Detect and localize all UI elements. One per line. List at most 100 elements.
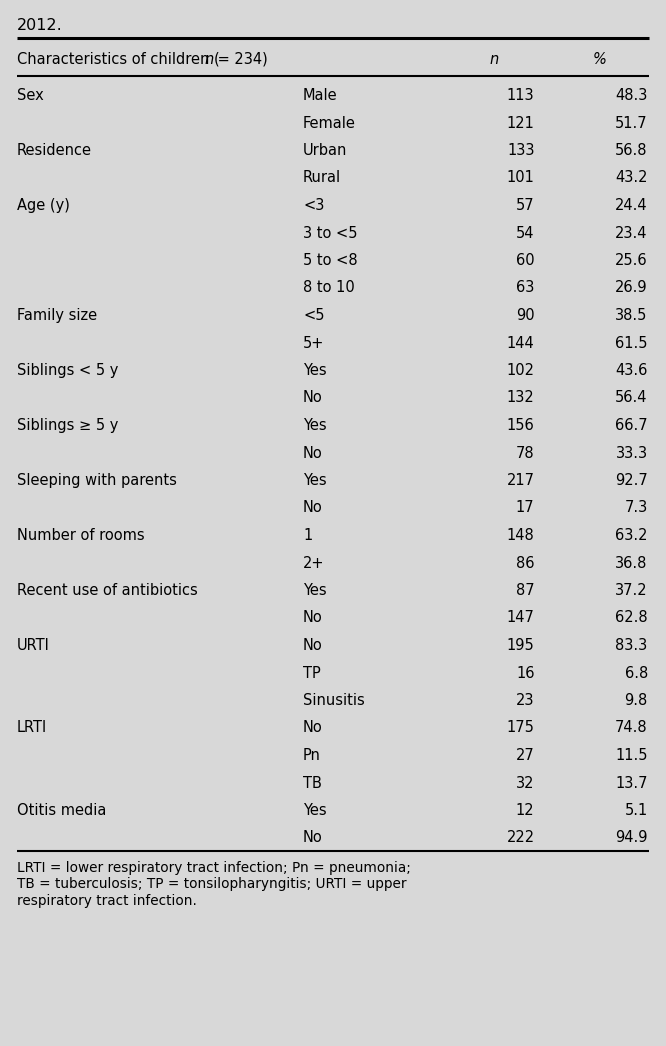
- Text: 26.9: 26.9: [615, 280, 648, 296]
- Text: 113: 113: [507, 88, 535, 103]
- Text: LRTI: LRTI: [17, 721, 47, 735]
- Text: No: No: [303, 721, 323, 735]
- Text: 37.2: 37.2: [615, 583, 648, 598]
- Text: 101: 101: [507, 170, 535, 185]
- Text: 195: 195: [507, 638, 535, 653]
- Text: 60: 60: [516, 253, 535, 268]
- Text: 63.2: 63.2: [615, 528, 648, 543]
- Text: 24.4: 24.4: [615, 198, 648, 213]
- Text: 32: 32: [516, 775, 535, 791]
- Text: Characteristics of children (: Characteristics of children (: [17, 52, 219, 67]
- Text: Rural: Rural: [303, 170, 341, 185]
- Text: 54: 54: [516, 226, 535, 241]
- Text: 51.7: 51.7: [615, 115, 648, 131]
- Text: No: No: [303, 831, 323, 845]
- Text: 217: 217: [507, 473, 535, 488]
- Text: 7.3: 7.3: [625, 500, 648, 516]
- Text: 147: 147: [507, 611, 535, 626]
- Text: 43.6: 43.6: [615, 363, 648, 378]
- Text: 74.8: 74.8: [615, 721, 648, 735]
- Text: Otitis media: Otitis media: [17, 803, 106, 818]
- Text: 5+: 5+: [303, 336, 324, 350]
- Text: 78: 78: [516, 446, 535, 460]
- Text: Urban: Urban: [303, 143, 348, 158]
- Text: Number of rooms: Number of rooms: [17, 528, 145, 543]
- Text: 33.3: 33.3: [615, 446, 648, 460]
- Text: n: n: [204, 52, 214, 67]
- Text: n: n: [490, 52, 499, 67]
- Text: %: %: [593, 52, 607, 67]
- Text: 62.8: 62.8: [615, 611, 648, 626]
- Text: 92.7: 92.7: [615, 473, 648, 488]
- Text: 121: 121: [507, 115, 535, 131]
- Text: 175: 175: [507, 721, 535, 735]
- Text: 36.8: 36.8: [615, 555, 648, 570]
- Text: 11.5: 11.5: [615, 748, 648, 763]
- Text: 63: 63: [516, 280, 535, 296]
- Text: = 234): = 234): [212, 52, 268, 67]
- Text: Siblings ≥ 5 y: Siblings ≥ 5 y: [17, 418, 118, 433]
- Text: 132: 132: [507, 390, 535, 406]
- Text: 1: 1: [303, 528, 312, 543]
- Text: No: No: [303, 638, 323, 653]
- Text: 16: 16: [516, 665, 535, 681]
- Text: 2012.: 2012.: [17, 18, 63, 33]
- Text: 61.5: 61.5: [615, 336, 648, 350]
- Text: 156: 156: [507, 418, 535, 433]
- Text: No: No: [303, 500, 323, 516]
- Text: TP: TP: [303, 665, 321, 681]
- Text: 9.8: 9.8: [625, 693, 648, 708]
- Text: 38.5: 38.5: [615, 308, 648, 323]
- Text: 23: 23: [516, 693, 535, 708]
- Text: 5.1: 5.1: [625, 803, 648, 818]
- Text: 17: 17: [516, 500, 535, 516]
- Text: Yes: Yes: [303, 473, 326, 488]
- Text: Family size: Family size: [17, 308, 97, 323]
- Text: TB: TB: [303, 775, 322, 791]
- Text: No: No: [303, 390, 323, 406]
- Text: Yes: Yes: [303, 363, 326, 378]
- Text: Male: Male: [303, 88, 338, 103]
- Text: 5 to <8: 5 to <8: [303, 253, 358, 268]
- Text: URTI: URTI: [17, 638, 49, 653]
- Text: Age (y): Age (y): [17, 198, 69, 213]
- Text: 222: 222: [506, 831, 535, 845]
- Text: Female: Female: [303, 115, 356, 131]
- Text: No: No: [303, 446, 323, 460]
- Text: 13.7: 13.7: [615, 775, 648, 791]
- Text: 57: 57: [516, 198, 535, 213]
- Text: 2+: 2+: [303, 555, 324, 570]
- Text: 43.2: 43.2: [615, 170, 648, 185]
- Text: 6.8: 6.8: [625, 665, 648, 681]
- Text: <3: <3: [303, 198, 324, 213]
- Text: 25.6: 25.6: [615, 253, 648, 268]
- Text: Recent use of antibiotics: Recent use of antibiotics: [17, 583, 197, 598]
- Text: 102: 102: [507, 363, 535, 378]
- Text: Yes: Yes: [303, 418, 326, 433]
- Text: 148: 148: [507, 528, 535, 543]
- Text: 66.7: 66.7: [615, 418, 648, 433]
- Text: 133: 133: [507, 143, 535, 158]
- Text: 87: 87: [516, 583, 535, 598]
- Text: 90: 90: [516, 308, 535, 323]
- Text: 27: 27: [515, 748, 535, 763]
- Text: 8 to 10: 8 to 10: [303, 280, 355, 296]
- Text: <5: <5: [303, 308, 324, 323]
- Text: Yes: Yes: [303, 583, 326, 598]
- Text: 23.4: 23.4: [615, 226, 648, 241]
- Text: Sex: Sex: [17, 88, 43, 103]
- Text: 56.4: 56.4: [615, 390, 648, 406]
- Text: 12: 12: [516, 803, 535, 818]
- Text: 94.9: 94.9: [615, 831, 648, 845]
- Text: Siblings < 5 y: Siblings < 5 y: [17, 363, 118, 378]
- Text: Sinusitis: Sinusitis: [303, 693, 365, 708]
- Text: Residence: Residence: [17, 143, 92, 158]
- Text: 56.8: 56.8: [615, 143, 648, 158]
- Text: No: No: [303, 611, 323, 626]
- Text: 83.3: 83.3: [615, 638, 648, 653]
- Text: 144: 144: [507, 336, 535, 350]
- Text: Pn: Pn: [303, 748, 321, 763]
- Text: Yes: Yes: [303, 803, 326, 818]
- Text: 48.3: 48.3: [615, 88, 648, 103]
- Text: Sleeping with parents: Sleeping with parents: [17, 473, 176, 488]
